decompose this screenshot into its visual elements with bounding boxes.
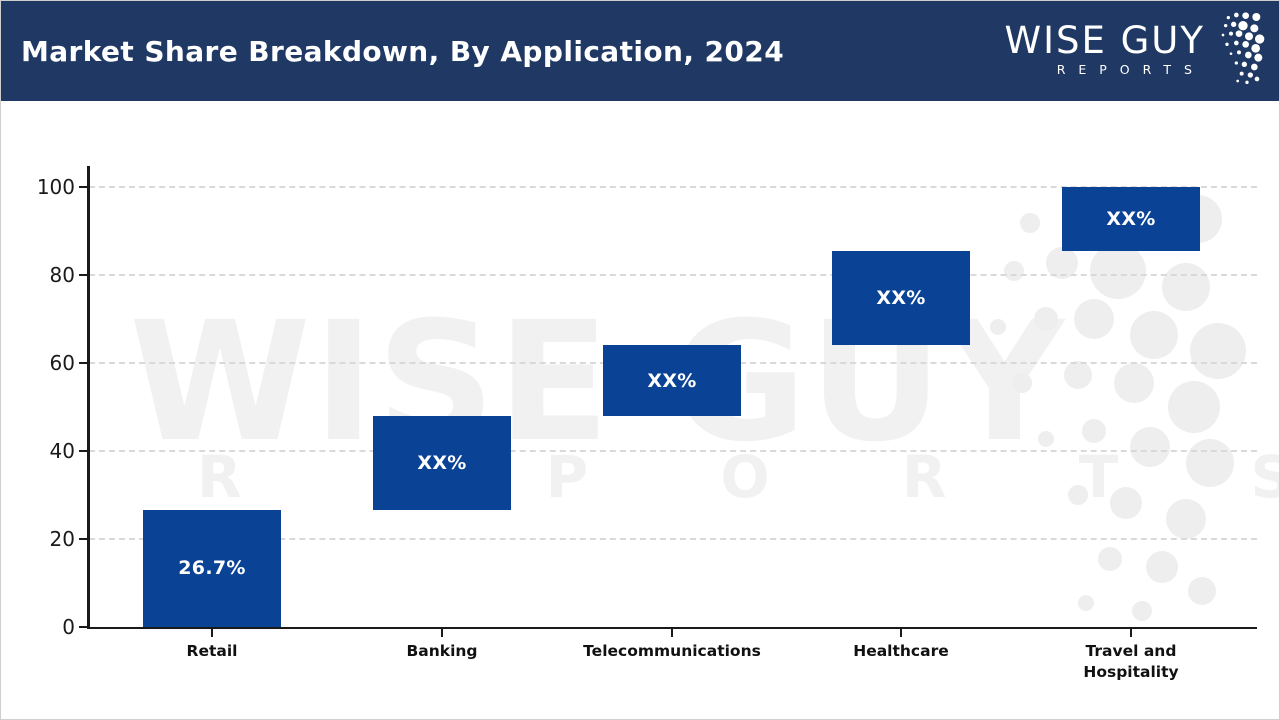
gridline	[89, 450, 1257, 452]
x-tick	[900, 629, 902, 637]
y-tick	[79, 186, 87, 188]
y-tick-label: 20	[49, 527, 75, 551]
brand-logo: WISE GUY REPORTS	[1005, 9, 1267, 89]
bar-telecommunications: XX%	[603, 345, 741, 416]
gridline	[89, 186, 1257, 188]
watermark-face-icon	[990, 191, 1246, 621]
x-tick	[671, 629, 673, 637]
bar-healthcare: XX%	[832, 250, 970, 346]
gridline	[89, 274, 1257, 276]
x-tick	[441, 629, 443, 637]
logo-face-icon	[1221, 12, 1265, 84]
category-label: Retail	[186, 642, 238, 660]
logo-text: WISE GUY REPORTS	[1004, 18, 1205, 78]
bar-retail: 26.7%	[143, 509, 281, 627]
y-tick	[79, 450, 87, 452]
x-tick	[1130, 629, 1132, 637]
y-tick	[79, 362, 87, 364]
header: Market Share Breakdown, By Application, …	[1, 1, 1279, 101]
y-tick-label: 0	[62, 615, 75, 639]
y-tick	[79, 274, 87, 276]
logo-subtitle: REPORTS	[1056, 62, 1205, 78]
bar-value-label: XX%	[876, 287, 926, 310]
y-tick	[79, 626, 87, 628]
category-label: Telecommunications	[583, 642, 761, 660]
gridline	[89, 538, 1257, 540]
y-tick-label: 60	[49, 351, 75, 375]
bar-value-label: XX%	[1106, 207, 1156, 230]
x-axis	[87, 626, 1257, 629]
category-label: Healthcare	[853, 642, 949, 660]
chart-canvas: WISE GUY R E P O R T S 0 20 40 60 80 100 26.7%…	[1, 101, 1279, 719]
bar-value-label: XX%	[647, 369, 697, 392]
y-tick-label: 80	[49, 263, 75, 287]
y-tick	[79, 538, 87, 540]
chart-title: Market Share Breakdown, By Application, …	[21, 34, 785, 68]
bar-travel-and-hospitality: XX%	[1062, 187, 1200, 251]
bar-banking: XX%	[373, 415, 511, 510]
x-tick	[211, 629, 213, 637]
bar-value-label: 26.7%	[178, 557, 246, 580]
y-tick-label: 100	[36, 175, 75, 199]
category-label: Banking	[406, 642, 478, 660]
bar-value-label: XX%	[417, 451, 467, 474]
logo-wordmark: WISE GUY	[1004, 18, 1205, 62]
y-axis	[87, 166, 90, 629]
category-label: Travel and Hospitality	[1083, 642, 1179, 681]
y-tick-label: 40	[49, 439, 75, 463]
